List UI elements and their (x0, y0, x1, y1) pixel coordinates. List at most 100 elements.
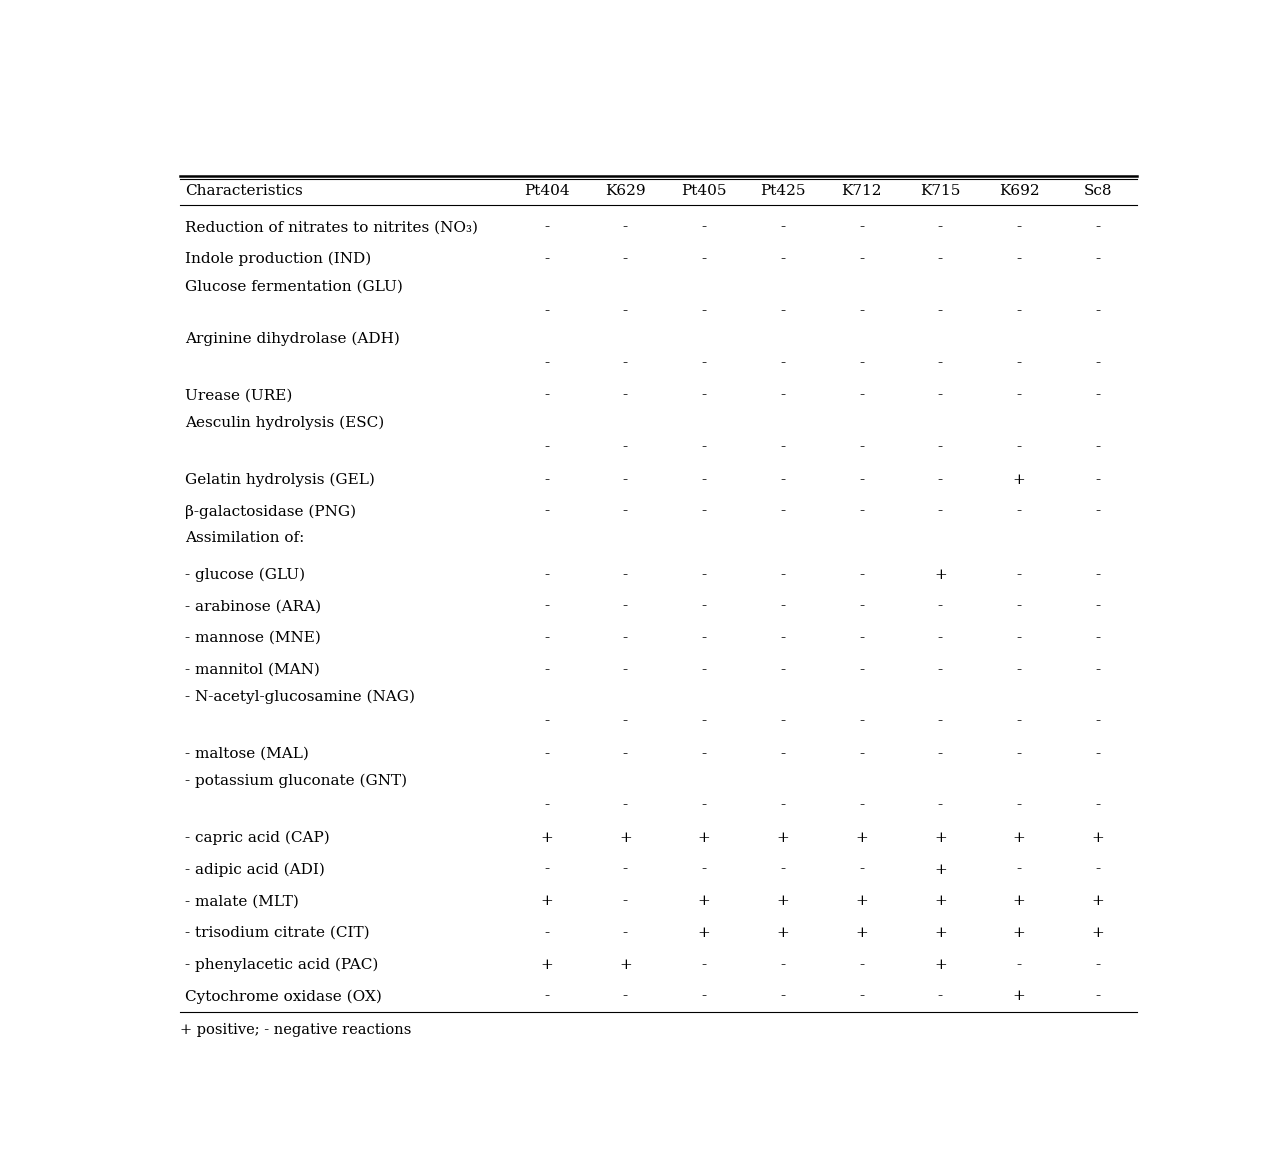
Text: -: - (1096, 505, 1101, 519)
Text: K629: K629 (605, 183, 645, 198)
Text: -: - (859, 799, 864, 813)
Text: +: + (934, 894, 947, 908)
Text: +: + (934, 831, 947, 844)
Text: +: + (855, 831, 868, 844)
Text: -: - (1096, 600, 1101, 614)
Text: -: - (544, 926, 549, 940)
Text: -: - (781, 388, 786, 402)
Text: -: - (544, 253, 549, 266)
Text: K692: K692 (998, 183, 1039, 198)
Text: +: + (698, 926, 710, 940)
Text: -: - (623, 600, 628, 614)
Text: -: - (701, 568, 707, 582)
Text: -: - (544, 473, 549, 487)
Text: -: - (1096, 440, 1101, 454)
Text: - mannitol (MAN): - mannitol (MAN) (184, 663, 320, 677)
Text: +: + (777, 831, 790, 844)
Text: -: - (781, 303, 786, 318)
Text: -: - (1016, 714, 1021, 728)
Text: Pt425: Pt425 (760, 183, 805, 198)
Text: -: - (623, 568, 628, 582)
Text: +: + (1092, 926, 1105, 940)
Text: - maltose (MAL): - maltose (MAL) (184, 747, 308, 761)
Text: -: - (938, 303, 943, 318)
Text: -: - (544, 568, 549, 582)
Text: -: - (859, 747, 864, 761)
Text: -: - (544, 747, 549, 761)
Text: -: - (623, 799, 628, 813)
Text: -: - (781, 253, 786, 266)
Text: -: - (701, 303, 707, 318)
Text: +: + (777, 894, 790, 908)
Text: - glucose (GLU): - glucose (GLU) (184, 568, 305, 582)
Text: -: - (701, 473, 707, 487)
Text: -: - (1096, 747, 1101, 761)
Text: +: + (855, 926, 868, 940)
Text: +: + (1012, 894, 1025, 908)
Text: - arabinose (ARA): - arabinose (ARA) (184, 600, 321, 614)
Text: -: - (701, 505, 707, 519)
Text: Characteristics: Characteristics (184, 183, 302, 198)
Text: Cytochrome oxidase (OX): Cytochrome oxidase (OX) (184, 989, 381, 1003)
Text: -: - (859, 663, 864, 677)
Text: -: - (1096, 221, 1101, 234)
Text: +: + (698, 894, 710, 908)
Text: -: - (781, 663, 786, 677)
Text: -: - (938, 747, 943, 761)
Text: +: + (1012, 926, 1025, 940)
Text: -: - (938, 440, 943, 454)
Text: +: + (540, 831, 553, 844)
Text: -: - (859, 632, 864, 646)
Text: -: - (781, 632, 786, 646)
Text: -: - (701, 253, 707, 266)
Text: +: + (777, 926, 790, 940)
Text: -: - (701, 799, 707, 813)
Text: -: - (781, 221, 786, 234)
Text: -: - (781, 862, 786, 876)
Text: -: - (623, 747, 628, 761)
Text: +: + (540, 957, 553, 971)
Text: -: - (781, 799, 786, 813)
Text: -: - (781, 473, 786, 487)
Text: -: - (938, 989, 943, 1003)
Text: - malate (MLT): - malate (MLT) (184, 894, 298, 908)
Text: -: - (781, 356, 786, 370)
Text: -: - (1096, 473, 1101, 487)
Text: -: - (1096, 663, 1101, 677)
Text: +: + (934, 862, 947, 876)
Text: -: - (938, 253, 943, 266)
Text: -: - (544, 663, 549, 677)
Text: -: - (1096, 568, 1101, 582)
Text: Arginine dihydrolase (ADH): Arginine dihydrolase (ADH) (184, 332, 399, 346)
Text: -: - (1096, 356, 1101, 370)
Text: +: + (1012, 831, 1025, 844)
Text: -: - (859, 989, 864, 1003)
Text: -: - (701, 440, 707, 454)
Text: -: - (1016, 747, 1021, 761)
Text: -: - (544, 505, 549, 519)
Text: -: - (1096, 862, 1101, 876)
Text: -: - (544, 356, 549, 370)
Text: +: + (540, 894, 553, 908)
Text: - capric acid (CAP): - capric acid (CAP) (184, 830, 329, 846)
Text: -: - (859, 600, 864, 614)
Text: -: - (701, 862, 707, 876)
Text: +: + (934, 926, 947, 940)
Text: Pt404: Pt404 (524, 183, 570, 198)
Text: Gelatin hydrolysis (GEL): Gelatin hydrolysis (GEL) (184, 473, 375, 487)
Text: -: - (781, 747, 786, 761)
Text: -: - (938, 221, 943, 234)
Text: -: - (623, 663, 628, 677)
Text: -: - (623, 473, 628, 487)
Text: -: - (781, 957, 786, 971)
Text: +: + (620, 957, 632, 971)
Text: Glucose fermentation (GLU): Glucose fermentation (GLU) (184, 280, 403, 294)
Text: -: - (623, 989, 628, 1003)
Text: -: - (623, 632, 628, 646)
Text: -: - (938, 632, 943, 646)
Text: -: - (701, 957, 707, 971)
Text: -: - (859, 303, 864, 318)
Text: -: - (1016, 388, 1021, 402)
Text: -: - (1016, 303, 1021, 318)
Text: -: - (623, 714, 628, 728)
